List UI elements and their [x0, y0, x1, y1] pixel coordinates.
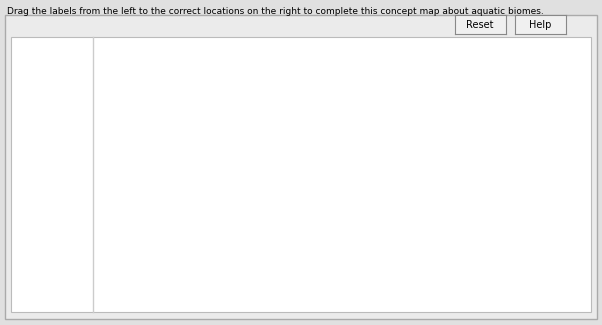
Text: c: c	[111, 159, 116, 168]
Text: rivers and
streams: rivers and streams	[303, 233, 353, 254]
Text: h: h	[424, 225, 429, 234]
Text: coral reefs: coral reefs	[26, 88, 75, 97]
Text: less than 1%: less than 1%	[346, 94, 395, 103]
Text: in warm, shallow
tropical waters,
may include: in warm, shallow tropical waters, may in…	[165, 151, 224, 171]
Text: salinity: salinity	[296, 76, 331, 86]
Text: around 3%: around 3%	[238, 94, 279, 103]
Text: f: f	[235, 225, 238, 234]
Text: including: including	[518, 202, 553, 212]
Text: marine: marine	[34, 209, 67, 217]
Text: wetlands: wetlands	[30, 149, 71, 157]
Text: freshwater: freshwater	[26, 270, 75, 279]
Text: Reset: Reset	[467, 20, 494, 30]
Circle shape	[226, 224, 246, 235]
Text: a: a	[211, 110, 217, 119]
Text: Category of
aquatic biome: Category of aquatic biome	[120, 71, 199, 92]
Text: lakes and
ponds: lakes and ponds	[29, 174, 72, 193]
Text: saturates land in: saturates land in	[436, 134, 501, 143]
Text: d: d	[453, 159, 459, 168]
FancyBboxPatch shape	[462, 165, 512, 190]
Text: in bodies of: in bodies of	[306, 146, 350, 154]
Text: including: including	[315, 207, 351, 216]
FancyBboxPatch shape	[346, 116, 400, 140]
Text: meet river
or stream in: meet river or stream in	[270, 200, 317, 219]
FancyBboxPatch shape	[212, 116, 266, 140]
Text: determined by: determined by	[213, 67, 270, 76]
FancyBboxPatch shape	[514, 232, 569, 254]
Text: g: g	[359, 225, 365, 234]
FancyBboxPatch shape	[385, 165, 440, 190]
Circle shape	[204, 109, 224, 120]
Text: estuaries: estuaries	[29, 240, 72, 248]
Text: including: including	[365, 206, 400, 215]
Text: b: b	[346, 110, 351, 119]
Text: e: e	[141, 225, 146, 234]
Text: intertidal
zones: intertidal zones	[30, 114, 71, 133]
Text: meet land in: meet land in	[155, 202, 203, 212]
Text: also called: also called	[243, 149, 284, 158]
FancyBboxPatch shape	[150, 231, 199, 256]
FancyBboxPatch shape	[117, 66, 202, 97]
FancyBboxPatch shape	[316, 165, 370, 190]
FancyBboxPatch shape	[299, 231, 358, 256]
Text: Drag the labels from the left to the correct locations on the right to complete : Drag the labels from the left to the cor…	[7, 7, 544, 16]
FancyBboxPatch shape	[219, 166, 279, 188]
FancyBboxPatch shape	[432, 231, 482, 256]
FancyBboxPatch shape	[281, 70, 346, 92]
Circle shape	[417, 224, 436, 235]
Text: standing
water: standing water	[391, 167, 434, 188]
Text: including: including	[420, 206, 455, 215]
Circle shape	[446, 158, 466, 169]
Circle shape	[134, 224, 154, 235]
Text: oceans: oceans	[232, 173, 266, 182]
Text: flowing
water: flowing water	[326, 167, 361, 188]
Circle shape	[104, 158, 124, 169]
Text: marshes: marshes	[31, 62, 70, 71]
FancyBboxPatch shape	[120, 165, 170, 190]
FancyBboxPatch shape	[234, 231, 284, 256]
Text: Help: Help	[529, 20, 551, 30]
Text: meet
ocean
in: meet ocean in	[285, 247, 306, 267]
Text: swamps: swamps	[521, 238, 562, 248]
Circle shape	[338, 109, 358, 120]
Circle shape	[352, 224, 372, 235]
FancyBboxPatch shape	[368, 231, 418, 256]
